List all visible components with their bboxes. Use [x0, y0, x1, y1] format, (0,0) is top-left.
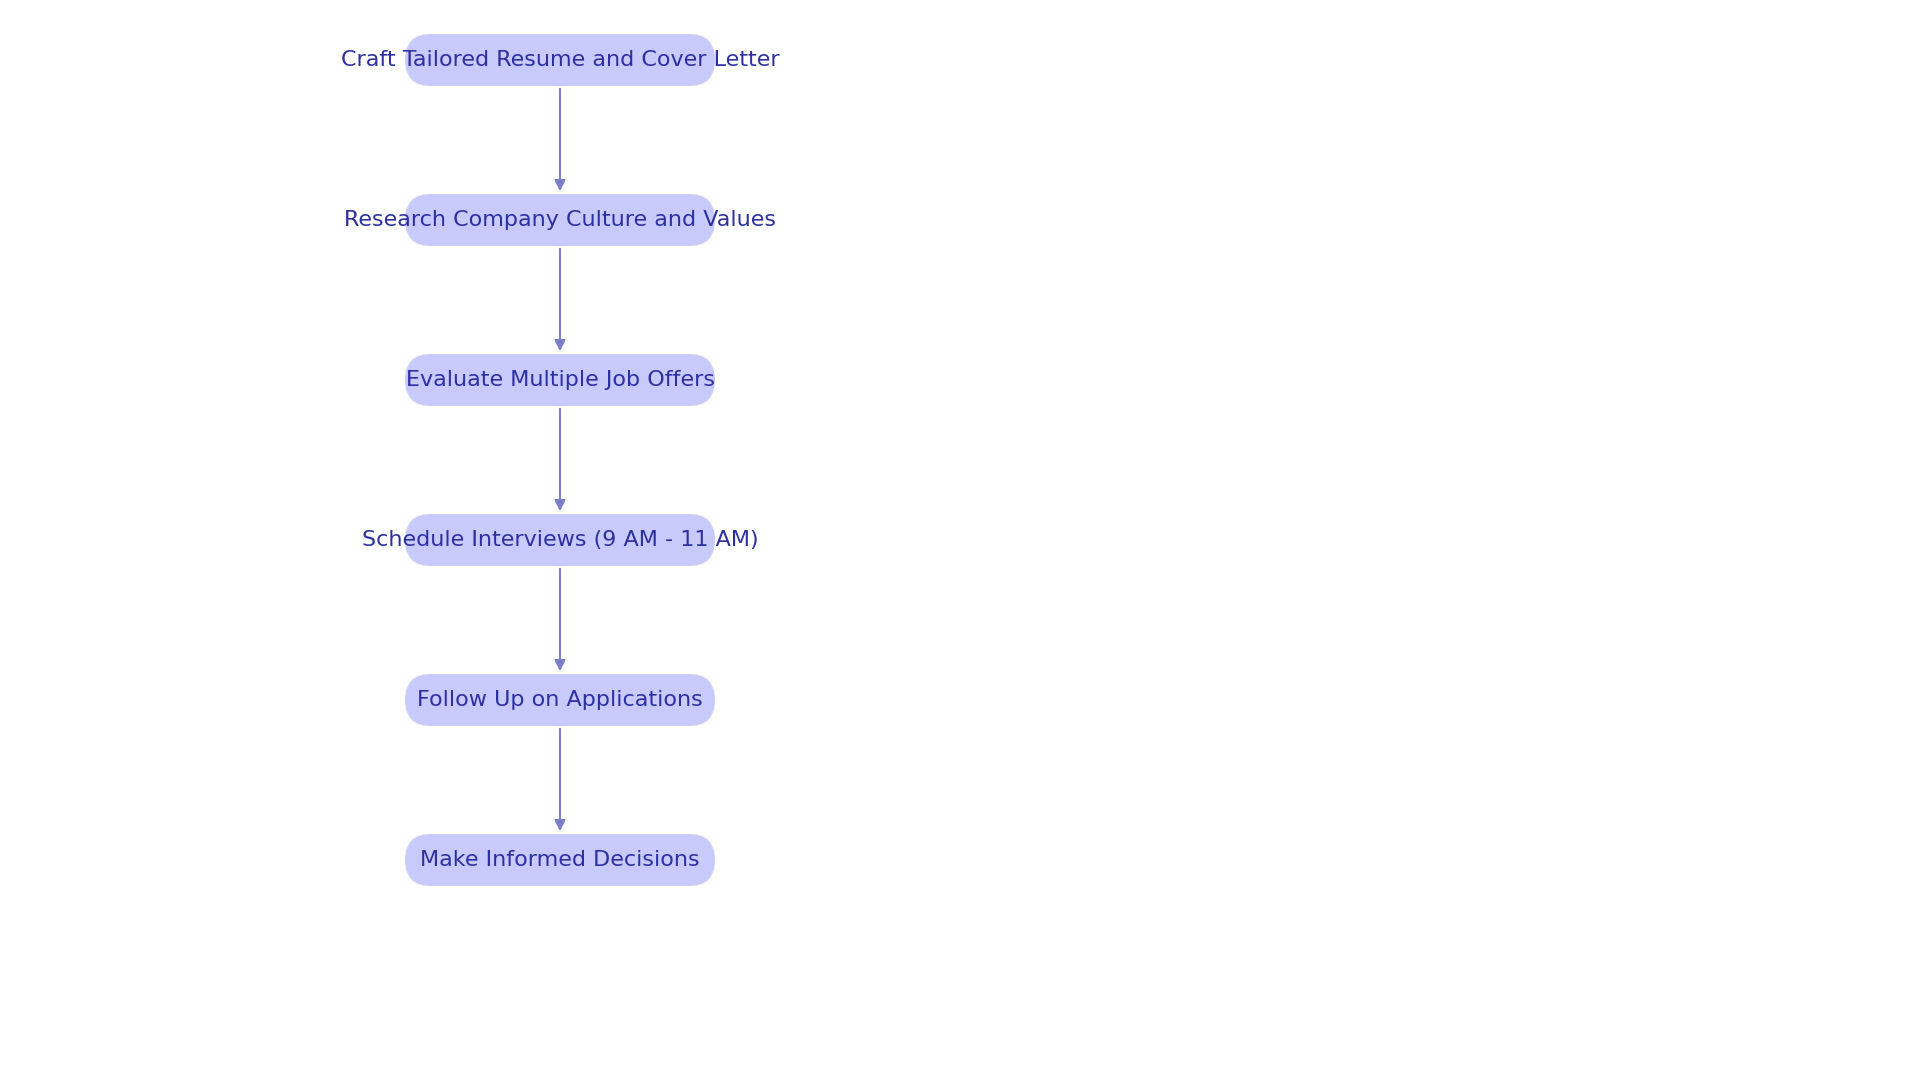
FancyBboxPatch shape: [405, 34, 714, 86]
Text: Research Company Culture and Values: Research Company Culture and Values: [344, 210, 776, 230]
FancyBboxPatch shape: [405, 674, 714, 726]
FancyBboxPatch shape: [405, 514, 714, 566]
Text: Schedule Interviews (9 AM - 11 AM): Schedule Interviews (9 AM - 11 AM): [361, 530, 758, 550]
Text: Evaluate Multiple Job Offers: Evaluate Multiple Job Offers: [405, 370, 714, 390]
Text: Craft Tailored Resume and Cover Letter: Craft Tailored Resume and Cover Letter: [340, 50, 780, 70]
Text: Make Informed Decisions: Make Informed Decisions: [420, 850, 699, 870]
FancyBboxPatch shape: [405, 354, 714, 406]
Text: Follow Up on Applications: Follow Up on Applications: [417, 690, 703, 710]
FancyBboxPatch shape: [405, 194, 714, 246]
FancyBboxPatch shape: [405, 834, 714, 886]
